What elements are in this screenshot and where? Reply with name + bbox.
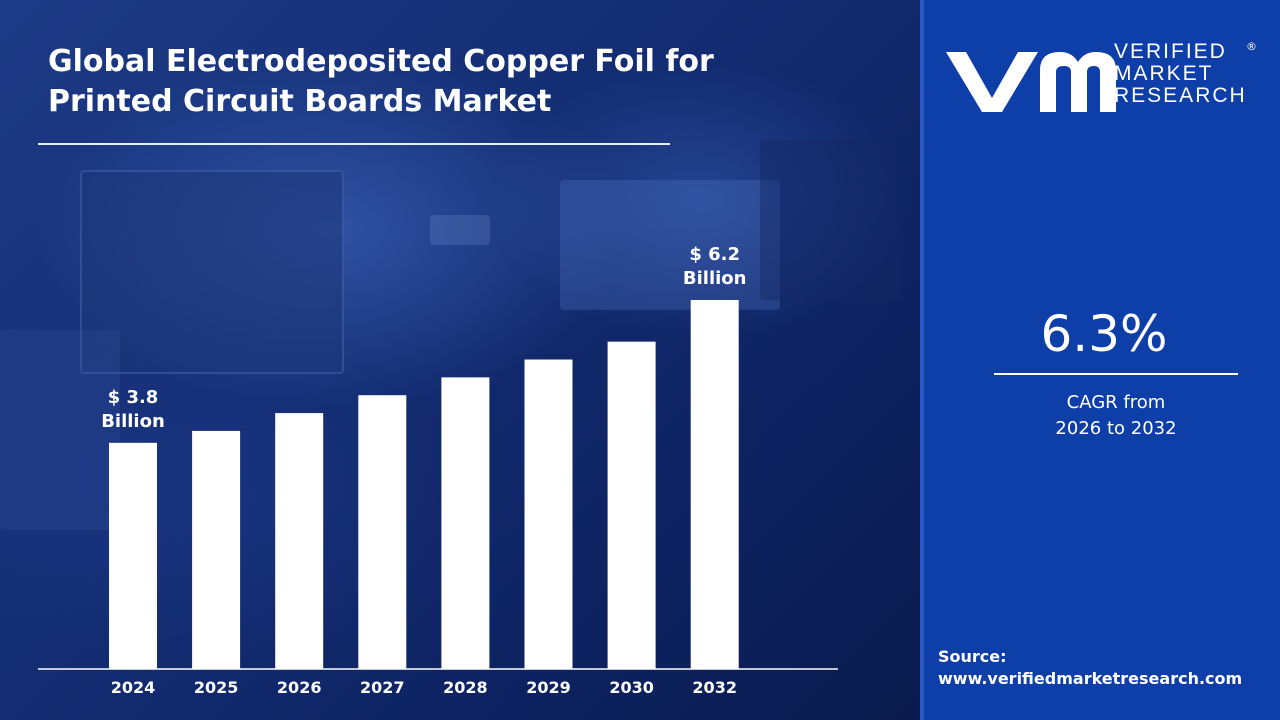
cagr-label-line-2: 2026 to 2032 — [1055, 418, 1177, 439]
chart-title: Global Electrodeposited Copper Foil for … — [48, 42, 868, 122]
title-divider — [38, 143, 670, 145]
logo-line-3: RESEARCH — [1114, 84, 1247, 107]
background-circuit-component — [760, 140, 900, 300]
bar-2026 — [275, 413, 324, 669]
logo-line-2: MARKET — [1114, 62, 1214, 85]
logo-wordmark: VERIFIED MARKET RESEARCH — [1114, 41, 1247, 107]
chart-panel: Global Electrodeposited Copper Foil for … — [0, 0, 920, 720]
bar-2028 — [441, 377, 490, 669]
bar-2030 — [607, 341, 656, 669]
bar-2025 — [192, 430, 241, 669]
source-label: Source: — [938, 647, 1007, 666]
bar-2027 — [358, 395, 407, 669]
x-tick-label-2030: 2030 — [609, 678, 654, 697]
source-credit: Source: www.verifiedmarketresearch.com — [938, 646, 1242, 690]
cagr-value: 6.3% — [1040, 305, 1168, 363]
source-url: www.verifiedmarketresearch.com — [938, 669, 1243, 688]
vmr-logo-icon — [946, 52, 1116, 112]
data-label-value-2024: $ 3.8 — [108, 387, 159, 408]
stats-panel: VERIFIED MARKET RESEARCH ® 6.3% CAGR fro… — [920, 0, 1280, 720]
data-label-unit-2024: Billion — [101, 411, 165, 432]
cagr-divider — [994, 373, 1238, 375]
bar-2032 — [690, 300, 739, 669]
bar-chart: 2024 2025 2026 2027 2028 2029 2030 2032 $ 3.8 Bil… — [38, 244, 838, 697]
x-tick-label-2027: 2027 — [360, 678, 405, 697]
title-line-1: Global Electrodeposited Copper Foil for — [48, 44, 714, 79]
x-tick-label-2024: 2024 — [111, 678, 156, 697]
background-circuit-chip — [80, 170, 344, 374]
title-line-2: Printed Circuit Boards Market — [48, 84, 552, 119]
background-circuit-component — [430, 215, 490, 245]
background-circuit-component — [0, 330, 120, 530]
bar-2029 — [524, 359, 573, 669]
x-tick-label-2032: 2032 — [692, 678, 737, 697]
background-circuit-component — [560, 180, 780, 310]
bar-2024 — [109, 442, 157, 669]
cagr-label: CAGR from 2026 to 2032 — [924, 390, 1280, 442]
cagr-label-line-1: CAGR from — [1066, 392, 1166, 413]
logo-line-1: VERIFIED — [1114, 40, 1227, 63]
x-tick-label-2026: 2026 — [277, 678, 322, 697]
x-tick-label-2025: 2025 — [194, 678, 239, 697]
data-label-unit-2032: Billion — [683, 268, 747, 289]
x-tick-label-2028: 2028 — [443, 678, 488, 697]
data-label-value-2032: $ 6.2 — [689, 244, 740, 265]
x-tick-label-2029: 2029 — [526, 678, 571, 697]
registered-mark: ® — [1246, 40, 1257, 53]
